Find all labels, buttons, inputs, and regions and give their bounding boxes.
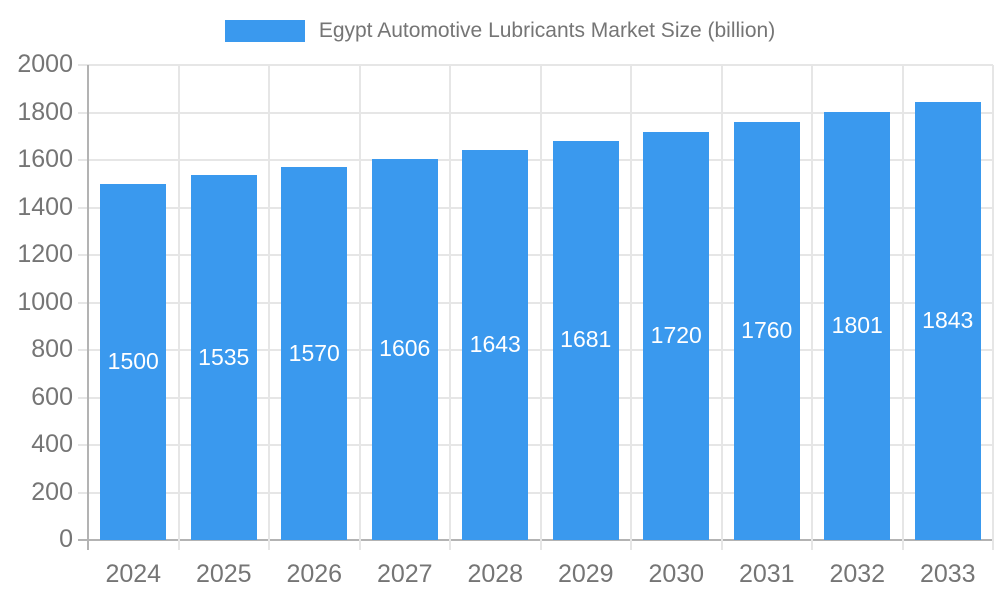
x-axis-tick [811,540,813,550]
x-axis-tick [358,540,361,550]
y-axis-tick [78,64,88,66]
y-tick-label: 1800 [17,97,73,126]
y-tick-label: 1400 [17,192,73,221]
bar-value-label: 1606 [379,335,431,362]
y-axis-line [87,65,89,550]
x-axis-tick [449,540,451,550]
bar[interactable] [733,122,800,540]
x-tick-label: 2029 [557,560,614,588]
x-tick-label: 2025 [195,560,252,588]
x-tick-label: 2032 [829,560,886,588]
y-axis-tick [78,444,88,446]
bar[interactable] [914,102,981,540]
x-gridline [268,65,270,540]
x-axis-tick [720,540,723,550]
x-axis-tick [992,540,994,550]
x-tick-label: 2026 [286,560,343,588]
y-axis-tick [78,349,88,351]
bar[interactable] [643,131,710,540]
y-tick-label: 1200 [17,240,73,268]
y-axis-tick [78,254,88,256]
y-tick-label: 600 [31,382,73,411]
x-axis-tick [177,540,180,550]
bar-value-label: 1500 [107,347,159,374]
x-tick-label: 2024 [105,560,162,588]
y-tick-label: 1000 [17,287,73,316]
x-tick-label: 2027 [376,560,433,588]
bar[interactable] [281,167,348,540]
y-tick-label: 0 [59,525,73,553]
bar-value-label: 1681 [560,326,612,353]
y-tick-label: 800 [31,335,73,363]
bar[interactable] [552,140,619,540]
x-tick-label: 2031 [738,560,795,588]
x-gridline [177,65,180,540]
legend-label: Egypt Automotive Lubricants Market Size … [318,19,776,42]
y-axis-tick [78,301,88,304]
y-axis-tick [78,111,88,114]
y-axis-tick [78,159,88,161]
bar-value-label: 1570 [288,339,340,366]
y-axis-tick [78,491,88,494]
x-gridline [630,65,632,540]
legend[interactable]: Egypt Automotive Lubricants Market Size … [0,16,1000,46]
x-tick-label: 2028 [467,560,524,588]
y-tick-label: 1600 [17,145,73,173]
bar[interactable] [371,158,438,540]
x-gridline [720,65,723,540]
y-tick-label: 200 [31,477,73,506]
x-gridline [539,65,542,540]
x-gridline [901,65,904,540]
x-tick-label: 2030 [648,560,705,588]
x-axis-tick [630,540,632,550]
x-gridline [358,65,361,540]
y-tick-label: 2000 [17,50,73,78]
y-axis-tick [78,396,88,399]
x-axis-tick [539,540,542,550]
bar-value-label: 1720 [650,321,702,348]
x-axis-tick [901,540,904,550]
x-axis-tick [268,540,270,550]
x-gridline [811,65,813,540]
bar[interactable] [462,149,529,540]
y-tick-label: 400 [31,430,73,458]
bar[interactable] [100,183,167,540]
x-gridline [449,65,451,540]
bar-value-label: 1643 [469,330,521,357]
y-axis-tick [78,206,88,209]
bar[interactable] [190,175,257,540]
bar[interactable] [824,112,891,540]
bar-value-label: 1760 [741,317,793,343]
y-axis-tick [78,539,88,541]
bar-value-label: 1801 [831,312,883,339]
bar-value-label: 1843 [922,307,974,334]
x-gridline [992,65,994,540]
bar-value-label: 1535 [198,343,250,370]
legend-swatch [224,20,305,42]
x-tick-label: 2033 [919,560,976,588]
